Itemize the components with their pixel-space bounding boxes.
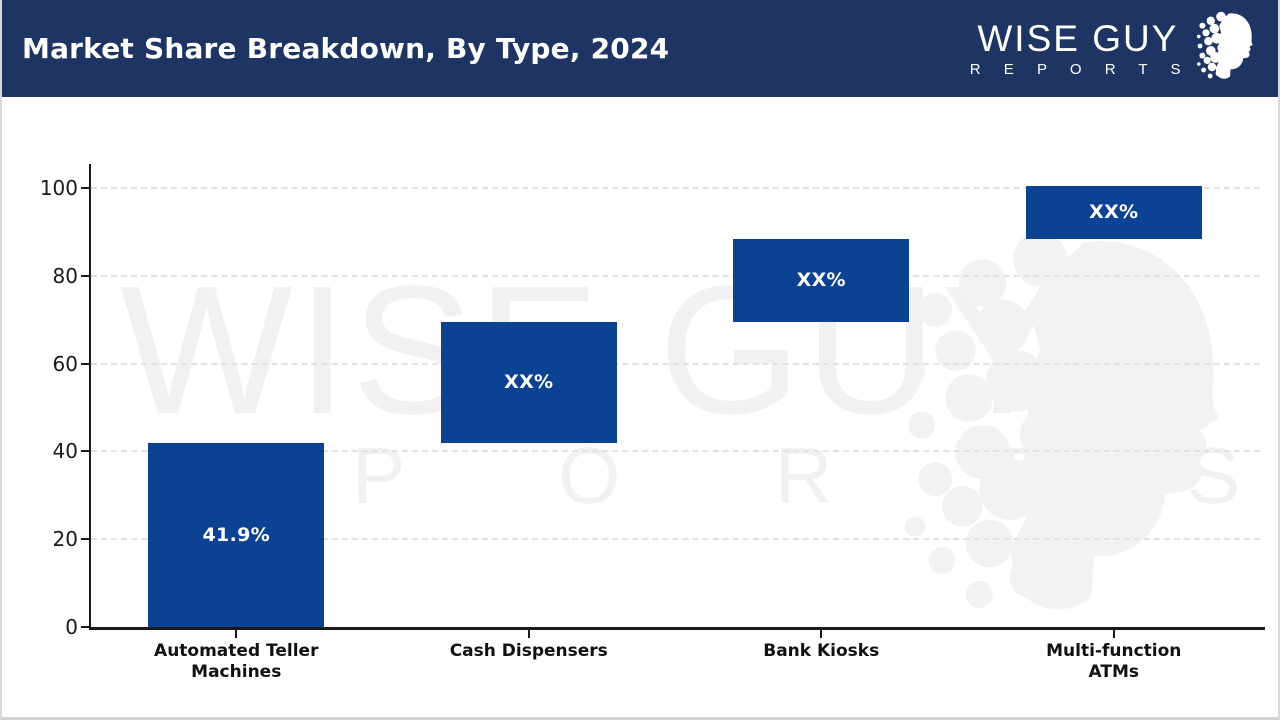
wiseguy-logo-text: WISE GUY R E P O R T S <box>966 20 1190 78</box>
x-label-automated-teller-machines: Automated Teller Machines <box>116 641 356 684</box>
x-label-bank-kiosks: Bank Kiosks <box>701 641 941 662</box>
bar-multi-function-atms: XX% <box>1025 185 1202 239</box>
bar-value-label: XX% <box>1089 201 1139 224</box>
x-axis-line <box>89 627 1265 630</box>
y-tick-label-60: 60 <box>52 351 78 376</box>
header-bar: Market Share Breakdown, By Type, 2024 WI… <box>2 0 1278 97</box>
y-tick-0 <box>81 626 89 628</box>
y-tick-label-80: 80 <box>52 263 78 288</box>
x-label-line: Cash Dispensers <box>449 641 608 661</box>
x-label-line: ATMs <box>1088 662 1139 683</box>
bar-value-label: 41.9% <box>202 524 270 547</box>
x-label-line: Bank Kiosks <box>763 641 880 661</box>
y-tick-20 <box>81 538 89 541</box>
page-title: Market Share Breakdown, By Type, 2024 <box>22 32 670 65</box>
y-axis-line <box>89 164 91 630</box>
gridline-60 <box>91 362 1260 365</box>
logo-subtitle: R E P O R T S <box>969 60 1190 78</box>
x-label-line: Automated Teller <box>154 641 319 661</box>
bar-automated-teller-machines: 41.9% <box>148 443 325 627</box>
bar-value-label: XX% <box>796 269 846 292</box>
y-tick-40 <box>81 450 89 453</box>
gridline-20 <box>91 538 1260 541</box>
gridline-100 <box>91 187 1260 189</box>
x-tick-cash-dispensers <box>527 630 530 638</box>
bar-cash-dispensers: XX% <box>440 321 617 444</box>
x-label-multi-function-atms: Multi-function ATMs <box>994 641 1234 684</box>
wiseguy-face-icon <box>1194 9 1260 89</box>
y-tick-80 <box>81 274 89 277</box>
y-tick-label-40: 40 <box>52 439 78 464</box>
bar-bank-kiosks: XX% <box>733 238 910 322</box>
y-tick-60 <box>81 362 89 365</box>
x-label-cash-dispensers: Cash Dispensers <box>409 641 649 662</box>
y-tick-label-0: 0 <box>65 615 78 639</box>
y-tick-100 <box>81 187 89 189</box>
gridline-80 <box>91 274 1260 277</box>
x-label-line: Machines <box>191 662 282 683</box>
waterfall-chart: 0 20 40 60 80 100 41.9% Automated Teller Machine… <box>2 97 1278 717</box>
x-label-line: Multi-function <box>1046 641 1182 661</box>
bar-value-label: XX% <box>504 371 554 394</box>
y-tick-label-100: 100 <box>39 176 78 200</box>
gridline-40 <box>91 450 1260 453</box>
x-tick-automated-teller-machines <box>235 630 238 638</box>
wiseguy-logo: WISE GUY R E P O R T S <box>966 9 1260 89</box>
x-tick-multi-function-atms <box>1112 630 1115 638</box>
logo-wordmark: WISE GUY <box>977 17 1179 59</box>
y-tick-label-20: 20 <box>52 527 78 552</box>
x-tick-bank-kiosks <box>820 630 823 638</box>
